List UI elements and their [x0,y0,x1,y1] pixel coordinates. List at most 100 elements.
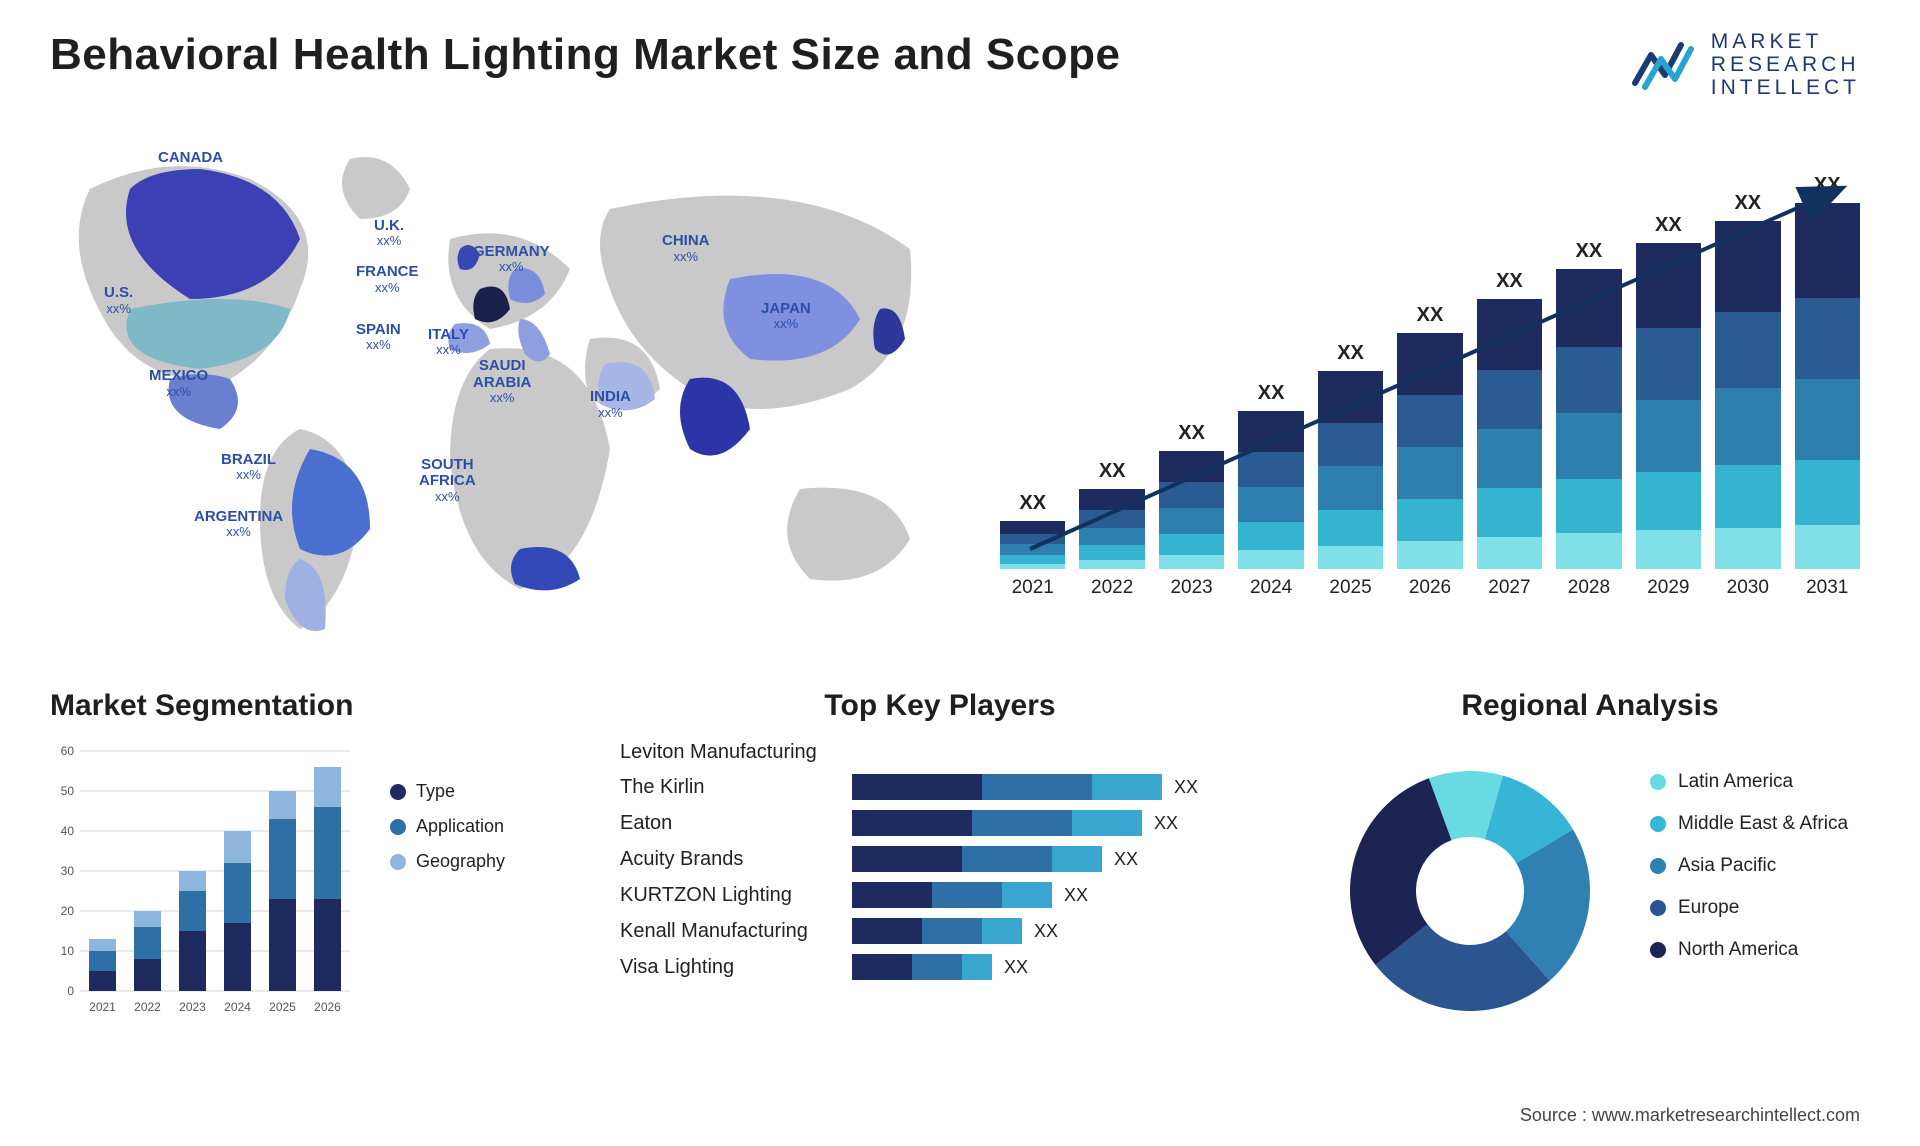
logo-text-2: RESEARCH [1711,53,1860,76]
regional-legend-item: Middle East & Africa [1650,813,1848,835]
map-label-france: FRANCExx% [356,264,419,295]
key-player-name: KURTZON Lighting [620,884,840,907]
map-label-brazil: BRAZILxx% [221,452,276,483]
key-player-bar [852,774,1162,800]
forecast-bar-year: 2031 [1806,577,1848,599]
segmentation-legend-item: Application [390,816,505,837]
key-player-bar [852,918,1022,944]
forecast-bar-year: 2027 [1488,577,1530,599]
regional-legend-item: Europe [1650,897,1848,919]
forecast-bar-year: 2030 [1727,577,1769,599]
svg-text:2024: 2024 [224,1000,251,1014]
key-player-bar [852,882,1052,908]
svg-text:50: 50 [61,784,75,798]
regional-legend: Latin America Middle East & Africa Asia Pa… [1650,741,1848,1041]
key-player-name: Eaton [620,812,840,835]
forecast-bar-2025: XX 2025 [1318,342,1383,599]
forecast-bar-year: 2026 [1409,577,1451,599]
segmentation-title: Market Segmentation [50,689,570,723]
forecast-bar-year: 2025 [1329,577,1371,599]
forecast-chart: XX 2021 XX 2022 XX 2023 XX 2024 XX 2025 … [990,129,1870,649]
forecast-bar-value: XX [1496,270,1523,293]
regional-donut [1310,741,1630,1041]
key-players-section: Top Key Players Leviton Manufacturing Th… [620,689,1260,1041]
forecast-bar-2029: XX 2029 [1636,214,1701,599]
key-player-row: Acuity Brands XX [620,846,1260,872]
forecast-bar-year: 2028 [1568,577,1610,599]
forecast-bar-2022: XX 2022 [1079,460,1144,599]
svg-text:2022: 2022 [134,1000,161,1014]
forecast-bar-2028: XX 2028 [1556,240,1621,599]
world-map: CANADAxx% U.S.xx% MEXICOxx% BRAZILxx% ARGENT… [50,129,950,649]
map-label-japan: JAPANxx% [761,301,811,332]
segmentation-section: Market Segmentation 01020304050602021202… [50,689,570,1041]
forecast-bar-2026: XX 2026 [1397,304,1462,599]
forecast-bar-value: XX [1734,192,1761,215]
key-players-title: Top Key Players [620,689,1260,723]
key-player-row: The Kirlin XX [620,774,1260,800]
forecast-bar-value: XX [1814,174,1841,197]
svg-text:2026: 2026 [314,1000,341,1014]
forecast-bar-year: 2024 [1250,577,1292,599]
forecast-bar-year: 2023 [1170,577,1212,599]
map-label-south_africa: SOUTHAFRICAxx% [419,457,476,504]
regional-legend-item: Asia Pacific [1650,855,1848,877]
segmentation-legend: TypeApplicationGeography [390,741,505,1021]
key-player-value: XX [1034,921,1058,942]
forecast-bar-value: XX [1655,214,1682,237]
svg-text:10: 10 [61,944,75,958]
map-label-india: INDIAxx% [590,389,631,420]
map-label-canada: CANADAxx% [158,150,223,181]
regional-title: Regional Analysis [1310,689,1870,723]
map-label-spain: SPAINxx% [356,322,401,353]
key-player-row: Eaton XX [620,810,1260,836]
key-player-name: Kenall Manufacturing [620,920,840,943]
logo-text-1: MARKET [1711,30,1860,53]
key-player-row: Kenall Manufacturing XX [620,918,1260,944]
forecast-bar-2031: XX 2031 [1795,174,1860,599]
forecast-bar-value: XX [1099,460,1126,483]
svg-text:20: 20 [61,904,75,918]
regional-legend-item: North America [1650,939,1848,961]
forecast-bar-2030: XX 2030 [1715,192,1780,599]
key-player-name: Leviton Manufacturing [620,741,1260,764]
key-player-value: XX [1114,849,1138,870]
regional-section: Regional Analysis Latin America Middle Ea… [1310,689,1870,1041]
forecast-bar-value: XX [1178,422,1205,445]
forecast-bar-2021: XX 2021 [1000,492,1065,599]
forecast-bar-2027: XX 2027 [1477,270,1542,599]
key-player-value: XX [1004,957,1028,978]
svg-text:40: 40 [61,824,75,838]
key-player-value: XX [1154,813,1178,834]
key-player-row: Visa Lighting XX [620,954,1260,980]
forecast-bar-year: 2021 [1012,577,1054,599]
map-label-mexico: MEXICOxx% [149,368,208,399]
svg-text:60: 60 [61,744,75,758]
logo-icon [1631,35,1699,95]
source-attribution: Source : www.marketresearchintellect.com [1520,1105,1860,1126]
forecast-bar-year: 2022 [1091,577,1133,599]
key-player-name: Acuity Brands [620,848,840,871]
svg-text:2023: 2023 [179,1000,206,1014]
map-label-argentina: ARGENTINAxx% [194,509,283,540]
svg-text:2025: 2025 [269,1000,296,1014]
key-player-name: Visa Lighting [620,956,840,979]
map-label-italy: ITALYxx% [428,327,469,358]
key-player-name: The Kirlin [620,776,840,799]
regional-legend-item: Latin America [1650,771,1848,793]
key-player-value: XX [1064,885,1088,906]
map-label-germany: GERMANYxx% [473,244,550,275]
segmentation-legend-item: Type [390,781,505,802]
brand-logo: MARKET RESEARCH INTELLECT [1631,30,1860,99]
forecast-bar-value: XX [1019,492,1046,515]
map-label-uk: U.K.xx% [374,218,404,249]
key-player-row: KURTZON Lighting XX [620,882,1260,908]
forecast-bar-value: XX [1417,304,1444,327]
key-player-bar [852,810,1142,836]
key-player-bar [852,954,992,980]
forecast-bar-2023: XX 2023 [1159,422,1224,599]
key-player-value: XX [1174,777,1198,798]
forecast-bar-value: XX [1576,240,1603,263]
forecast-bar-value: XX [1258,382,1285,405]
map-label-usa: U.S.xx% [104,285,133,316]
